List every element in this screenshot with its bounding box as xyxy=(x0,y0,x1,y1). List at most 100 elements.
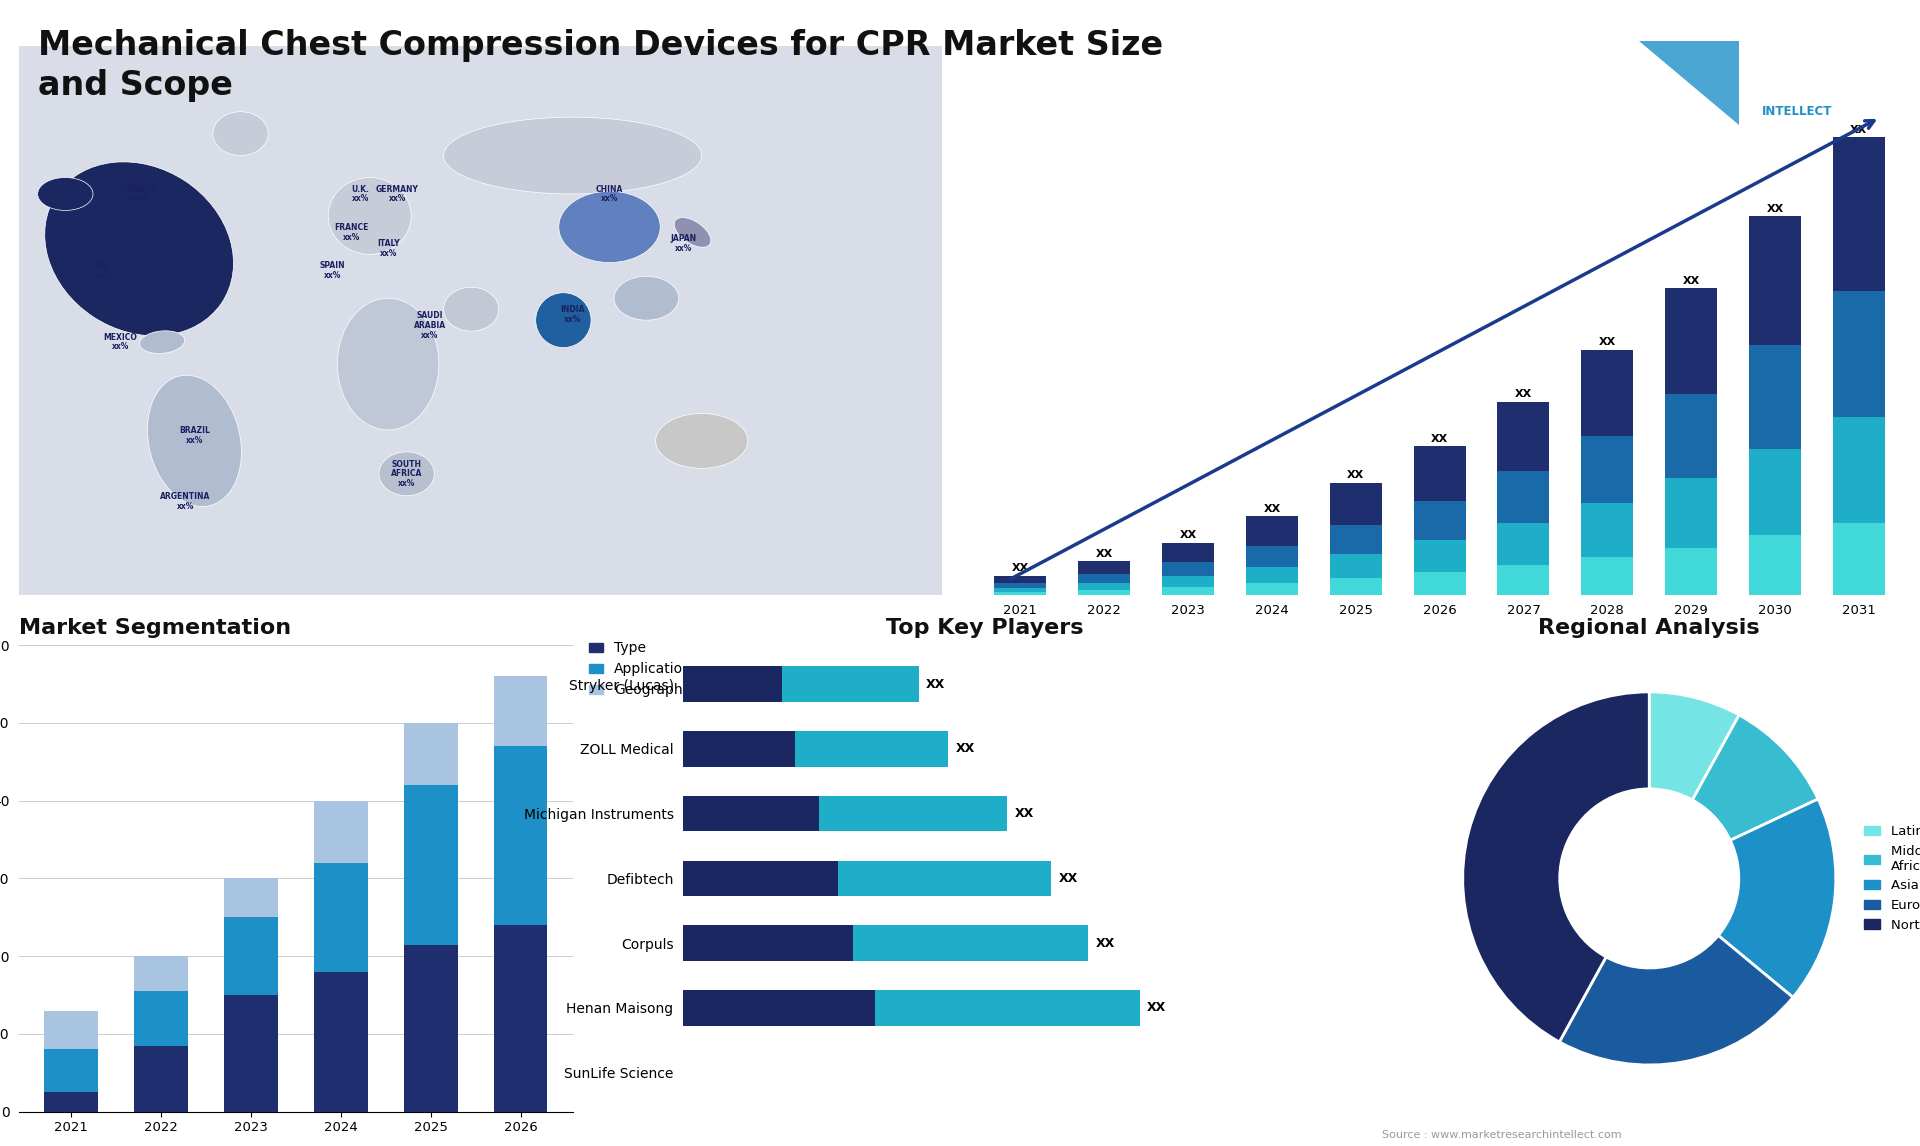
Bar xyxy=(995,575,1046,583)
Text: XX: XX xyxy=(1058,872,1077,885)
Bar xyxy=(684,795,820,832)
Bar xyxy=(313,801,369,863)
Bar xyxy=(493,746,547,925)
Bar xyxy=(1749,535,1801,595)
Bar xyxy=(1665,394,1716,478)
Bar xyxy=(684,731,795,767)
Bar xyxy=(995,583,1046,588)
Text: SPAIN
xx%: SPAIN xx% xyxy=(321,261,346,280)
Bar xyxy=(403,944,457,1112)
Bar xyxy=(1498,402,1549,471)
Bar xyxy=(1498,565,1549,595)
Bar xyxy=(1749,345,1801,449)
Bar xyxy=(1665,478,1716,548)
Ellipse shape xyxy=(559,191,660,262)
Text: XX: XX xyxy=(1682,275,1699,285)
Bar xyxy=(1079,582,1131,589)
Text: BRAZIL
xx%: BRAZIL xx% xyxy=(179,426,209,445)
Text: XX: XX xyxy=(1096,936,1116,950)
Bar xyxy=(1582,437,1634,503)
Bar xyxy=(1834,138,1885,291)
Polygon shape xyxy=(1640,41,1740,125)
Text: INTELLECT: INTELLECT xyxy=(1763,104,1832,118)
Ellipse shape xyxy=(674,218,710,248)
Ellipse shape xyxy=(213,111,269,156)
Text: ARGENTINA
xx%: ARGENTINA xx% xyxy=(159,492,211,511)
Bar xyxy=(44,1011,98,1050)
Bar xyxy=(1413,446,1465,501)
Text: Source : www.marketresearchintellect.com: Source : www.marketresearchintellect.com xyxy=(1382,1130,1622,1140)
Title: Top Key Players: Top Key Players xyxy=(887,618,1085,638)
Bar xyxy=(225,995,278,1112)
Wedge shape xyxy=(1692,715,1818,840)
Bar xyxy=(44,1092,98,1112)
Bar xyxy=(684,990,876,1026)
Text: XX: XX xyxy=(956,743,975,755)
Bar xyxy=(1582,350,1634,437)
Bar xyxy=(684,861,837,896)
Bar xyxy=(1331,525,1382,555)
Bar xyxy=(795,731,948,767)
Bar xyxy=(995,592,1046,595)
Text: XX: XX xyxy=(1766,204,1784,214)
Bar xyxy=(1246,583,1298,595)
Bar xyxy=(876,990,1140,1026)
Bar xyxy=(1582,503,1634,557)
Bar xyxy=(1413,501,1465,540)
Bar xyxy=(1162,576,1213,587)
Bar xyxy=(1413,540,1465,572)
Text: XX: XX xyxy=(1851,125,1868,135)
Bar xyxy=(1834,416,1885,523)
Ellipse shape xyxy=(328,178,411,254)
Bar xyxy=(225,917,278,995)
Bar xyxy=(1331,579,1382,595)
Text: Mechanical Chest Compression Devices for CPR Market Size
and Scope: Mechanical Chest Compression Devices for… xyxy=(38,29,1164,102)
Title: Regional Analysis: Regional Analysis xyxy=(1538,618,1761,638)
Text: XX: XX xyxy=(1014,807,1033,821)
Wedge shape xyxy=(1463,692,1649,1042)
Text: FRANCE
xx%: FRANCE xx% xyxy=(334,223,369,242)
Text: SOUTH
AFRICA
xx%: SOUTH AFRICA xx% xyxy=(392,460,422,488)
Text: JAPAN
xx%: JAPAN xx% xyxy=(670,234,697,253)
Text: GERMANY
xx%: GERMANY xx% xyxy=(376,185,419,203)
Text: SAUDI
ARABIA
xx%: SAUDI ARABIA xx% xyxy=(413,312,445,340)
Text: MARKET: MARKET xyxy=(1763,49,1816,62)
Bar xyxy=(134,991,188,1045)
Text: XX: XX xyxy=(1430,433,1448,444)
Bar xyxy=(1331,482,1382,525)
Text: RESEARCH: RESEARCH xyxy=(1763,77,1832,91)
Bar xyxy=(1498,471,1549,523)
Bar xyxy=(403,723,457,785)
Text: U.K.
xx%: U.K. xx% xyxy=(351,185,369,203)
Bar xyxy=(1749,217,1801,345)
Text: XX: XX xyxy=(1515,390,1532,399)
Text: XX: XX xyxy=(1599,337,1617,347)
Polygon shape xyxy=(1640,41,1740,125)
Bar xyxy=(684,926,852,961)
Text: Market Segmentation: Market Segmentation xyxy=(19,618,292,638)
Bar xyxy=(1162,563,1213,576)
Legend: Type, Application, Geography: Type, Application, Geography xyxy=(584,636,697,702)
Ellipse shape xyxy=(148,375,242,507)
Bar xyxy=(1246,517,1298,545)
Bar xyxy=(1749,449,1801,535)
Text: CHINA
xx%: CHINA xx% xyxy=(595,185,624,203)
Bar xyxy=(1162,587,1213,595)
Bar xyxy=(820,795,1008,832)
Bar xyxy=(1834,523,1885,595)
Text: U.S.
xx%: U.S. xx% xyxy=(94,261,111,280)
Text: XX: XX xyxy=(1146,1002,1165,1014)
Ellipse shape xyxy=(444,288,499,331)
Ellipse shape xyxy=(38,178,92,211)
Text: CANADA
xx%: CANADA xx% xyxy=(121,185,157,203)
Bar xyxy=(1162,542,1213,563)
Bar xyxy=(1834,291,1885,416)
Legend: Latin America, Middle East &
Africa, Asia Pacific, Europe, North America: Latin America, Middle East & Africa, Asi… xyxy=(1859,821,1920,937)
Bar xyxy=(1079,562,1131,574)
Bar xyxy=(493,676,547,746)
Bar xyxy=(837,861,1052,896)
Bar xyxy=(684,666,781,702)
Bar xyxy=(781,666,920,702)
Bar xyxy=(1079,574,1131,582)
Wedge shape xyxy=(1649,692,1740,800)
